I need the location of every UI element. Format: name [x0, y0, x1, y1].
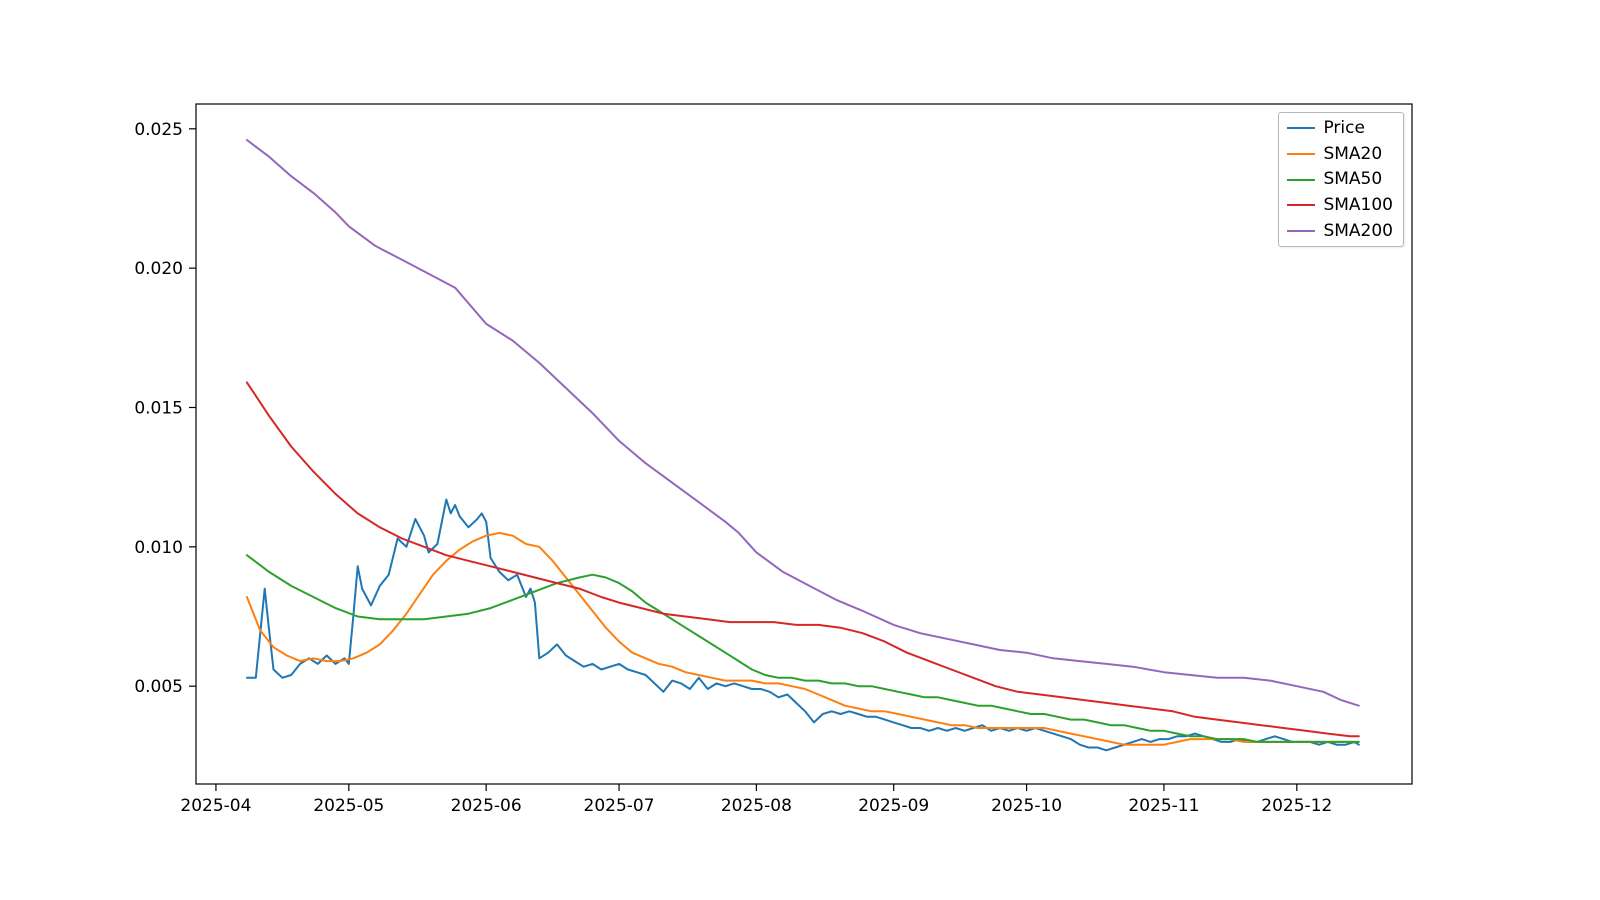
legend-label: SMA100: [1323, 195, 1393, 216]
y-tick-label: 0.005: [134, 677, 183, 697]
series-line-sma200: [245, 139, 1360, 707]
series-line-sma100: [245, 381, 1360, 738]
legend-line-swatch: [1287, 127, 1316, 130]
legend-line-swatch: [1287, 230, 1316, 233]
legend-line-swatch: [1287, 153, 1316, 156]
legend-label: SMA50: [1323, 169, 1383, 190]
x-tick-label: 2025-07: [584, 796, 655, 816]
legend-label: SMA200: [1323, 220, 1393, 241]
series-line-sma20: [245, 531, 1360, 746]
x-tick-label: 2025-04: [180, 796, 251, 816]
legend-label: Price: [1323, 118, 1365, 138]
x-tick-label: 2025-05: [313, 796, 384, 816]
x-tick-label: 2025-12: [1261, 796, 1332, 816]
axes-frame: [195, 103, 1413, 785]
x-tick-label: 2025-08: [721, 796, 792, 816]
legend-item-sma20: SMA20: [1287, 143, 1393, 164]
legend-label: SMA20: [1323, 143, 1383, 164]
legend-item-sma50: SMA50: [1287, 170, 1393, 189]
y-tick-label: 0.010: [134, 538, 183, 558]
x-tick-label: 2025-10: [991, 796, 1062, 816]
x-tick-label: 2025-11: [1128, 796, 1199, 816]
legend-item-price: Price: [1287, 119, 1393, 138]
x-tick-label: 2025-06: [451, 796, 522, 816]
x-tick-label: 2025-09: [858, 796, 929, 816]
y-tick-label: 0.020: [134, 259, 183, 279]
legend-item-sma100: SMA100: [1287, 196, 1393, 215]
y-tick-label: 0.025: [134, 120, 183, 140]
series-line-price: [245, 498, 1360, 752]
legend-item-sma200: SMA200: [1287, 222, 1393, 241]
series-line-sma50: [245, 554, 1360, 743]
legend-line-swatch: [1287, 178, 1316, 181]
legend-line-swatch: [1287, 204, 1316, 207]
legend: Price SMA20 SMA50 SMA100 SMA200: [1278, 112, 1404, 248]
y-tick-label: 0.015: [134, 398, 183, 418]
